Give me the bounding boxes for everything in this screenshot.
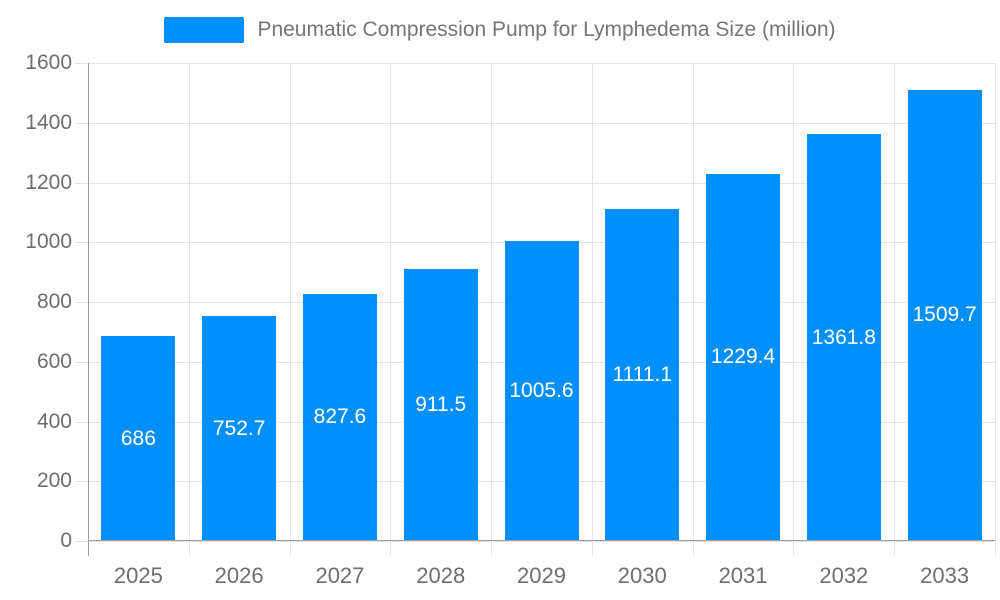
- y-axis-tick-label: 1000: [25, 230, 72, 254]
- x-axis-tick-label: 2026: [214, 563, 264, 588]
- bar-2032[interactable]: 1361.8: [806, 134, 881, 541]
- x-axis-tick-label: 2032: [819, 563, 869, 588]
- gridline-vertical: [894, 63, 896, 556]
- bar-value-label: 752.7: [212, 416, 266, 440]
- x-axis-tick-label: 2029: [517, 563, 566, 588]
- bar-value-label: 686: [120, 426, 156, 450]
- bar-value-label: 1509.7: [912, 303, 977, 327]
- bar-value-label: 1111.1: [612, 363, 673, 387]
- bar-2031[interactable]: 1229.4: [706, 173, 781, 541]
- y-axis-tick-label: 800: [36, 290, 72, 313]
- legend-swatch-icon: [164, 17, 245, 43]
- bar-value-label: 827.6: [313, 405, 367, 429]
- bar-value-label: 1005.6: [509, 378, 574, 402]
- x-axis-tick-label: 2027: [315, 563, 365, 588]
- gridline-horizontal: [75, 541, 995, 542]
- x-axis-tick-label: 2031: [718, 563, 768, 588]
- x-axis-tick-label: 2033: [920, 563, 970, 588]
- y-axis-tick-label: 1600: [25, 51, 72, 74]
- x-axis-line: [88, 540, 995, 541]
- gridline-horizontal: [75, 122, 995, 124]
- bar-value-label: 911.5: [415, 392, 467, 416]
- plot-area: 0 200 400 600 800 1000 1200 1400 1600 686 2025 752.…: [25, 51, 996, 588]
- bar-2025[interactable]: 686: [101, 336, 176, 541]
- gridline-vertical: [995, 63, 996, 556]
- bar-2026[interactable]: 752.7: [202, 316, 277, 541]
- y-axis-tick-label: 1200: [25, 170, 72, 194]
- bar-value-label: 1361.8: [811, 325, 876, 349]
- x-axis-tick-label: 2025: [113, 563, 163, 588]
- y-axis-tick-label: 600: [36, 349, 72, 373]
- bar-2030[interactable]: 1111.1: [605, 209, 680, 541]
- y-axis-line: [88, 63, 89, 556]
- gridline-horizontal: [75, 63, 995, 64]
- bar-value-label: 1229.4: [710, 345, 776, 369]
- y-axis-tick-label: 1400: [25, 110, 72, 134]
- gridline-vertical: [793, 63, 795, 556]
- gridline-vertical: [390, 63, 392, 556]
- gridline-vertical: [692, 63, 694, 556]
- bar-2033[interactable]: 1509.7: [907, 89, 982, 541]
- x-axis-tick-label: 2030: [617, 563, 667, 588]
- legend[interactable]: Pneumatic Compression Pump for Lymphedem…: [0, 17, 1000, 43]
- bar-2028[interactable]: 911.5: [403, 268, 478, 541]
- gridline-vertical: [591, 63, 593, 556]
- legend-label: Pneumatic Compression Pump for Lymphedem…: [257, 18, 836, 41]
- gridline-vertical: [289, 63, 291, 556]
- y-axis-tick-label: 0: [60, 529, 72, 552]
- gridline-vertical: [188, 63, 190, 556]
- y-axis-tick-label: 400: [36, 409, 72, 433]
- y-axis-tick-label: 200: [36, 469, 72, 493]
- bar-2027[interactable]: 827.6: [302, 293, 377, 541]
- x-axis-tick-label: 2028: [416, 563, 466, 588]
- gridline-horizontal: [75, 182, 995, 184]
- gridline-vertical: [491, 63, 493, 556]
- bar-2029[interactable]: 1005.6: [504, 240, 579, 541]
